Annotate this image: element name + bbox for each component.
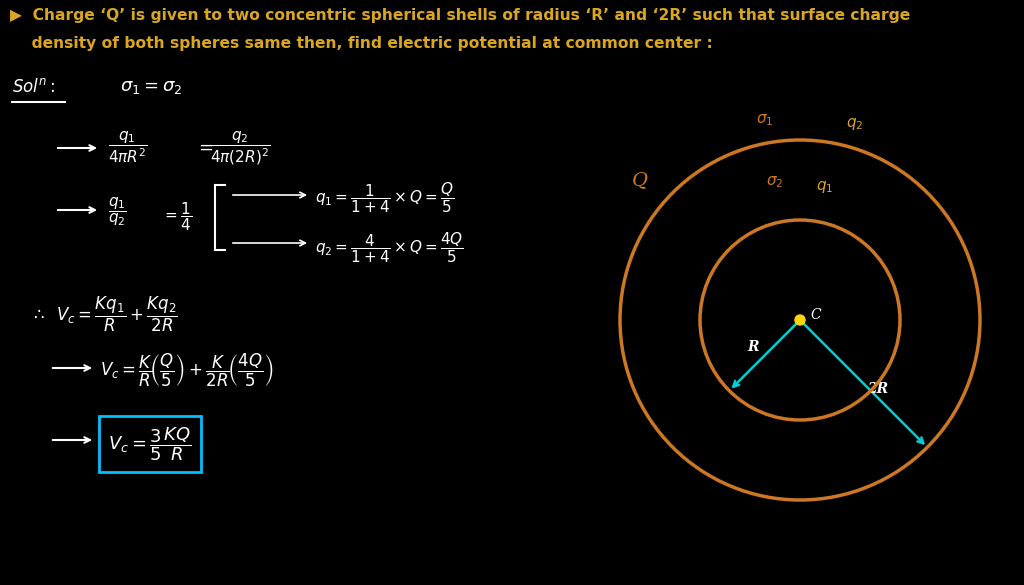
Text: $\sigma_1$: $\sigma_1$	[757, 112, 774, 128]
Text: $\sigma_2$: $\sigma_2$	[766, 174, 783, 190]
Text: $V_c = \dfrac{3}{5}\dfrac{KQ}{R}$: $V_c = \dfrac{3}{5}\dfrac{KQ}{R}$	[108, 425, 191, 463]
Text: $\therefore \;\; V_c = \dfrac{Kq_1}{R} + \dfrac{Kq_2}{2R}$: $\therefore \;\; V_c = \dfrac{Kq_1}{R} +…	[30, 295, 178, 334]
Text: $V_c = \dfrac{K}{R}\!\left(\dfrac{Q}{5}\right) + \dfrac{K}{2R}\!\left(\dfrac{4Q}: $V_c = \dfrac{K}{R}\!\left(\dfrac{Q}{5}\…	[100, 352, 273, 389]
Text: R: R	[746, 340, 759, 355]
Text: $\dfrac{q_1}{q_2}$: $\dfrac{q_1}{q_2}$	[108, 195, 127, 228]
Text: ▶  Charge ‘Q’ is given to two concentric spherical shells of radius ‘R’ and ‘2R’: ▶ Charge ‘Q’ is given to two concentric …	[10, 8, 910, 23]
Text: density of both spheres same then, find electric potential at common center :: density of both spheres same then, find …	[10, 36, 713, 51]
Text: $q_1$: $q_1$	[816, 179, 834, 195]
Text: $q_1 = \dfrac{1}{1+4} \times Q = \dfrac{Q}{5}$: $q_1 = \dfrac{1}{1+4} \times Q = \dfrac{…	[315, 180, 454, 215]
Text: $q_2 = \dfrac{4}{1+4} \times Q = \dfrac{4Q}{5}$: $q_2 = \dfrac{4}{1+4} \times Q = \dfrac{…	[315, 230, 464, 265]
Text: $q_2$: $q_2$	[846, 116, 863, 132]
Text: $Sol^n:$: $Sol^n:$	[12, 78, 55, 96]
Text: $\dfrac{q_1}{4\pi R^2}$: $\dfrac{q_1}{4\pi R^2}$	[108, 130, 147, 166]
Text: $\sigma_1 = \sigma_2$: $\sigma_1 = \sigma_2$	[120, 78, 182, 96]
Text: C: C	[810, 308, 820, 322]
Text: $\dfrac{q_2}{4\pi(2R)^2}$: $\dfrac{q_2}{4\pi(2R)^2}$	[210, 130, 270, 167]
Text: Q: Q	[632, 171, 648, 189]
Text: 2R: 2R	[867, 381, 888, 395]
Text: $= \dfrac{1}{4}$: $= \dfrac{1}{4}$	[162, 200, 193, 233]
Text: $=$: $=$	[195, 138, 214, 156]
Circle shape	[795, 315, 805, 325]
